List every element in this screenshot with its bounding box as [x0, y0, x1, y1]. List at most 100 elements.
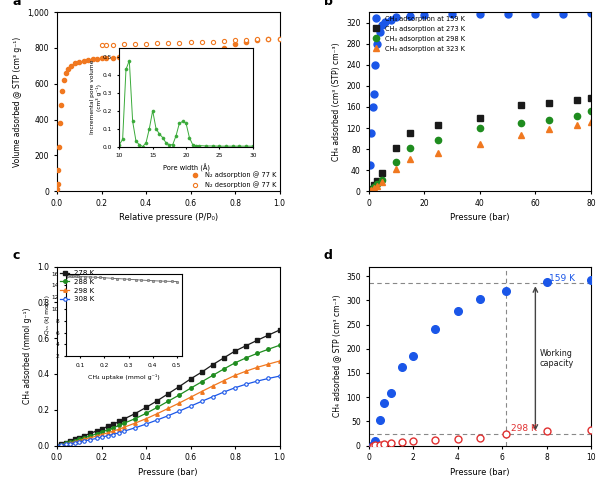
N₂ desorption @ 77 K [232, 37, 239, 43]
N₂ desorption @ 77 K [103, 42, 110, 48]
308 K [62, 441, 70, 447]
N₂ adsorption @ 77 K [265, 37, 272, 42]
CH₄ adsorption at 159 K [368, 131, 375, 136]
N₂ adsorption @ 77 K [57, 102, 64, 108]
CH₄ adsorption at 273 K [370, 182, 377, 188]
278 K [94, 428, 101, 433]
308 K [94, 435, 101, 441]
308 K [232, 385, 239, 391]
298 K [109, 429, 116, 434]
308 K [76, 439, 83, 445]
288 K [80, 435, 88, 441]
308 K [142, 421, 149, 427]
278 K [265, 332, 272, 338]
CH₄ adsorption at 273 K [476, 114, 484, 120]
288 K [220, 366, 227, 372]
N₂ desorption @ 77 K [142, 41, 149, 47]
CH₄ adsorption at 273 K [574, 97, 581, 103]
308 K [87, 437, 94, 443]
Y-axis label: CH₄ adsorbed (mmol g⁻¹): CH₄ adsorbed (mmol g⁻¹) [23, 308, 32, 404]
CH₄ adsorption at 298 K [365, 188, 373, 194]
CH₄ adsorption at 273 K [407, 131, 414, 136]
N₂ desorption @ 77 K [276, 36, 283, 41]
Legend: CH₄ adsorption at 159 K, CH₄ adsorption at 273 K, CH₄ adsorption at 298 K, CH₄ a: CH₄ adsorption at 159 K, CH₄ adsorption … [372, 16, 465, 52]
CH₄ adsorption at 298 K [574, 113, 581, 119]
288 K [164, 398, 172, 404]
CH₄ adsorption at 159 K [421, 12, 428, 18]
CH₄ adsorption at 159 K [370, 91, 377, 97]
CH₄ adsorption at 159 K [476, 11, 484, 17]
Line: CH₄ adsorption at 159 K: CH₄ adsorption at 159 K [365, 10, 595, 194]
CH₄ adsorption at 273 K [366, 187, 373, 193]
Line: CH₄ adsorption at 273 K: CH₄ adsorption at 273 K [366, 95, 594, 193]
CH₄ adsorption at 159 K [372, 62, 379, 68]
Line: 278 K: 278 K [55, 328, 281, 448]
298 K [154, 411, 161, 417]
278 K [87, 431, 94, 436]
N₂ adsorption @ 77 K [98, 56, 105, 61]
N₂ adsorption @ 77 K [220, 45, 227, 51]
298 K [176, 400, 183, 406]
288 K [87, 433, 94, 439]
N₂ adsorption @ 77 K [65, 66, 72, 72]
X-axis label: Pressure (bar): Pressure (bar) [450, 213, 509, 223]
Line: N₂ adsorption @ 77 K: N₂ adsorption @ 77 K [55, 37, 281, 191]
278 K [164, 391, 172, 396]
Y-axis label: CH₄ adsorbed @ STP (cm³ cm⁻³): CH₄ adsorbed @ STP (cm³ cm⁻³) [332, 295, 341, 417]
N₂ adsorption @ 77 K [55, 144, 62, 150]
298 K [254, 364, 261, 370]
N₂ desorption @ 77 K [209, 38, 217, 44]
298 K [76, 438, 83, 444]
CH₄ adsorption at 273 K [393, 145, 400, 151]
N₂ adsorption @ 77 K [209, 51, 217, 56]
X-axis label: Relative pressure (P/P₀): Relative pressure (P/P₀) [119, 213, 218, 223]
288 K [232, 360, 239, 366]
288 K [94, 431, 101, 436]
X-axis label: Pressure (bar): Pressure (bar) [139, 468, 198, 477]
288 K [98, 429, 105, 435]
Y-axis label: CH₄ adsorbed (cm³ (STP) cm⁻³): CH₄ adsorbed (cm³ (STP) cm⁻³) [332, 42, 341, 161]
278 K [116, 418, 123, 424]
N₂ adsorption @ 77 K [242, 39, 250, 45]
278 K [53, 443, 61, 449]
298 K [220, 378, 227, 384]
N₂ desorption @ 77 K [120, 41, 127, 47]
N₂ desorption @ 77 K [220, 38, 227, 44]
288 K [187, 385, 194, 391]
278 K [98, 426, 105, 432]
Line: 298 K: 298 K [55, 359, 281, 448]
288 K [276, 342, 283, 348]
CH₄ adsorption at 159 K [366, 162, 373, 168]
288 K [62, 440, 70, 446]
CH₄ adsorption at 159 K [532, 11, 539, 17]
308 K [58, 442, 65, 448]
CH₄ adsorption at 159 K [560, 11, 567, 17]
308 K [187, 403, 194, 409]
Line: 308 K: 308 K [55, 375, 281, 448]
308 K [276, 373, 283, 379]
278 K [58, 441, 65, 447]
CH₄ adsorption at 323 K [393, 166, 400, 171]
CH₄ adsorption at 298 K [379, 177, 386, 183]
N₂ desorption @ 77 K [109, 42, 116, 48]
CH₄ adsorption at 298 K [518, 120, 525, 126]
CH₄ adsorption at 159 K [387, 17, 394, 22]
308 K [198, 398, 205, 404]
CH₄ adsorption at 298 K [370, 184, 377, 190]
N₂ adsorption @ 77 K [71, 60, 79, 66]
288 K [116, 422, 123, 428]
Line: 288 K: 288 K [55, 343, 281, 448]
N₂ adsorption @ 77 K [131, 53, 139, 59]
N₂ adsorption @ 77 K [254, 37, 261, 43]
278 K [187, 376, 194, 382]
N₂ adsorption @ 77 K [58, 88, 65, 94]
Line: CH₄ adsorption at 323 K: CH₄ adsorption at 323 K [366, 119, 594, 194]
308 K [67, 441, 74, 447]
Text: a: a [13, 0, 21, 8]
288 K [198, 379, 205, 385]
CH₄ adsorption at 298 K [587, 108, 595, 113]
N₂ adsorption @ 77 K [187, 52, 194, 57]
CH₄ adsorption at 159 K [393, 15, 400, 20]
N₂ adsorption @ 77 K [276, 36, 283, 41]
Text: b: b [324, 0, 333, 8]
